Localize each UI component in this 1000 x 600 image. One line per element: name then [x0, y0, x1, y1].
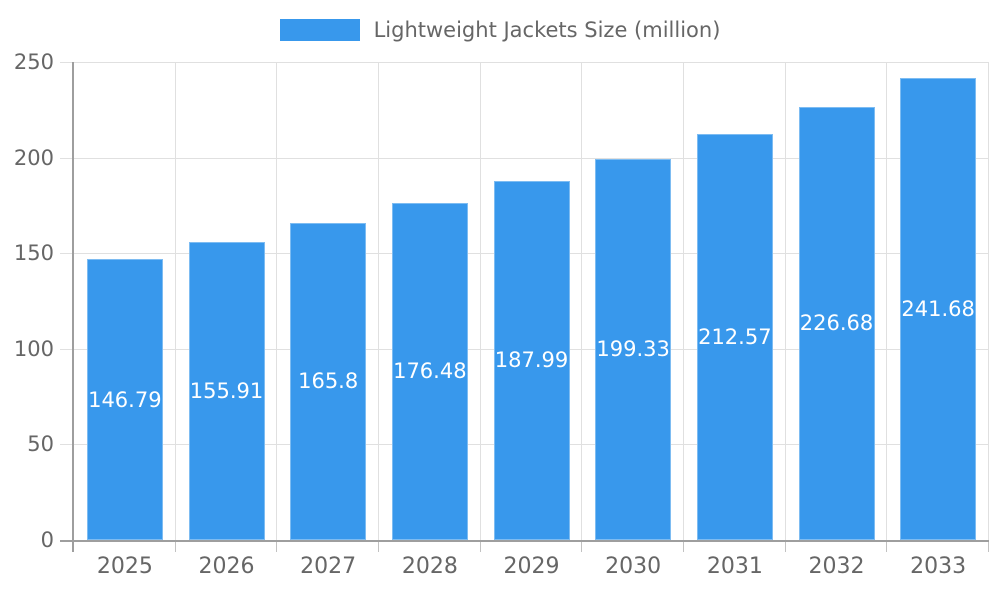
legend-swatch — [279, 19, 360, 41]
x-axis-tick-label: 2026 — [198, 554, 255, 579]
x-axis-tick-label: 2027 — [300, 554, 357, 579]
gridline-vertical — [276, 62, 278, 540]
legend: Lightweight Jackets Size (million) — [0, 17, 1000, 43]
bar: 212.57 — [696, 133, 773, 540]
bar: 241.68 — [900, 77, 977, 540]
x-axis-tick — [784, 542, 786, 552]
bar-value-label: 146.79 — [88, 387, 162, 412]
gridline-vertical — [581, 62, 583, 540]
gridline-vertical — [784, 62, 786, 540]
gridline-vertical — [886, 62, 888, 540]
gridline-vertical — [174, 62, 176, 540]
gridline-vertical — [479, 62, 481, 540]
bar-value-label: 176.48 — [393, 359, 467, 384]
bar-value-label: 212.57 — [698, 324, 772, 349]
y-axis-tick-label: 250 — [13, 50, 54, 74]
y-axis-tick-label: 100 — [13, 336, 54, 361]
x-axis-tick-label: 2029 — [503, 554, 560, 579]
bar: 187.99 — [493, 180, 570, 540]
bar: 155.91 — [188, 241, 265, 540]
x-axis-tick — [479, 542, 481, 552]
x-axis-tick-label: 2030 — [605, 554, 662, 579]
y-axis-tick-label: 50 — [27, 432, 54, 457]
y-axis-tick-label: 200 — [13, 145, 54, 170]
x-axis-tick-label: 2033 — [910, 554, 967, 579]
gridline-vertical — [683, 62, 684, 540]
x-axis-tick-label: 2031 — [706, 554, 763, 579]
bar-value-label: 155.91 — [189, 378, 264, 403]
x-axis-tick — [886, 542, 888, 552]
bar: 199.33 — [595, 158, 672, 540]
bar-value-label: 226.68 — [799, 311, 874, 336]
legend-item[interactable]: Lightweight Jackets Size (million) — [279, 18, 721, 42]
bar-value-label: 199.33 — [596, 337, 670, 362]
x-axis-tick-label: 2028 — [401, 554, 458, 579]
bar: 165.8 — [290, 222, 367, 540]
gridline-horizontal — [60, 157, 989, 159]
x-axis-tick — [276, 542, 278, 552]
gridline-horizontal — [60, 62, 989, 63]
bar-value-label: 165.8 — [298, 369, 359, 394]
x-axis-tick — [378, 542, 379, 552]
gridline-vertical — [378, 62, 379, 540]
bar: 226.68 — [798, 106, 875, 540]
x-axis-tick — [174, 542, 176, 552]
x-axis-tick — [581, 542, 583, 552]
x-axis-tick-label: 2032 — [808, 554, 865, 579]
x-axis-tick — [988, 542, 989, 552]
bar-value-label: 187.99 — [494, 348, 569, 373]
x-axis-line — [60, 540, 989, 542]
x-axis-tick — [683, 542, 684, 552]
bar: 146.79 — [86, 259, 163, 540]
bar: 176.48 — [391, 202, 468, 540]
x-axis-tick-label: 2025 — [96, 554, 153, 579]
y-axis-line — [72, 62, 74, 552]
gridline-vertical — [988, 62, 989, 540]
bar-value-label: 241.68 — [901, 296, 975, 321]
y-axis-tick-label: 0 — [40, 528, 54, 552]
y-axis-tick-label: 150 — [13, 241, 54, 266]
legend-label: Lightweight Jackets Size (million) — [373, 18, 721, 42]
